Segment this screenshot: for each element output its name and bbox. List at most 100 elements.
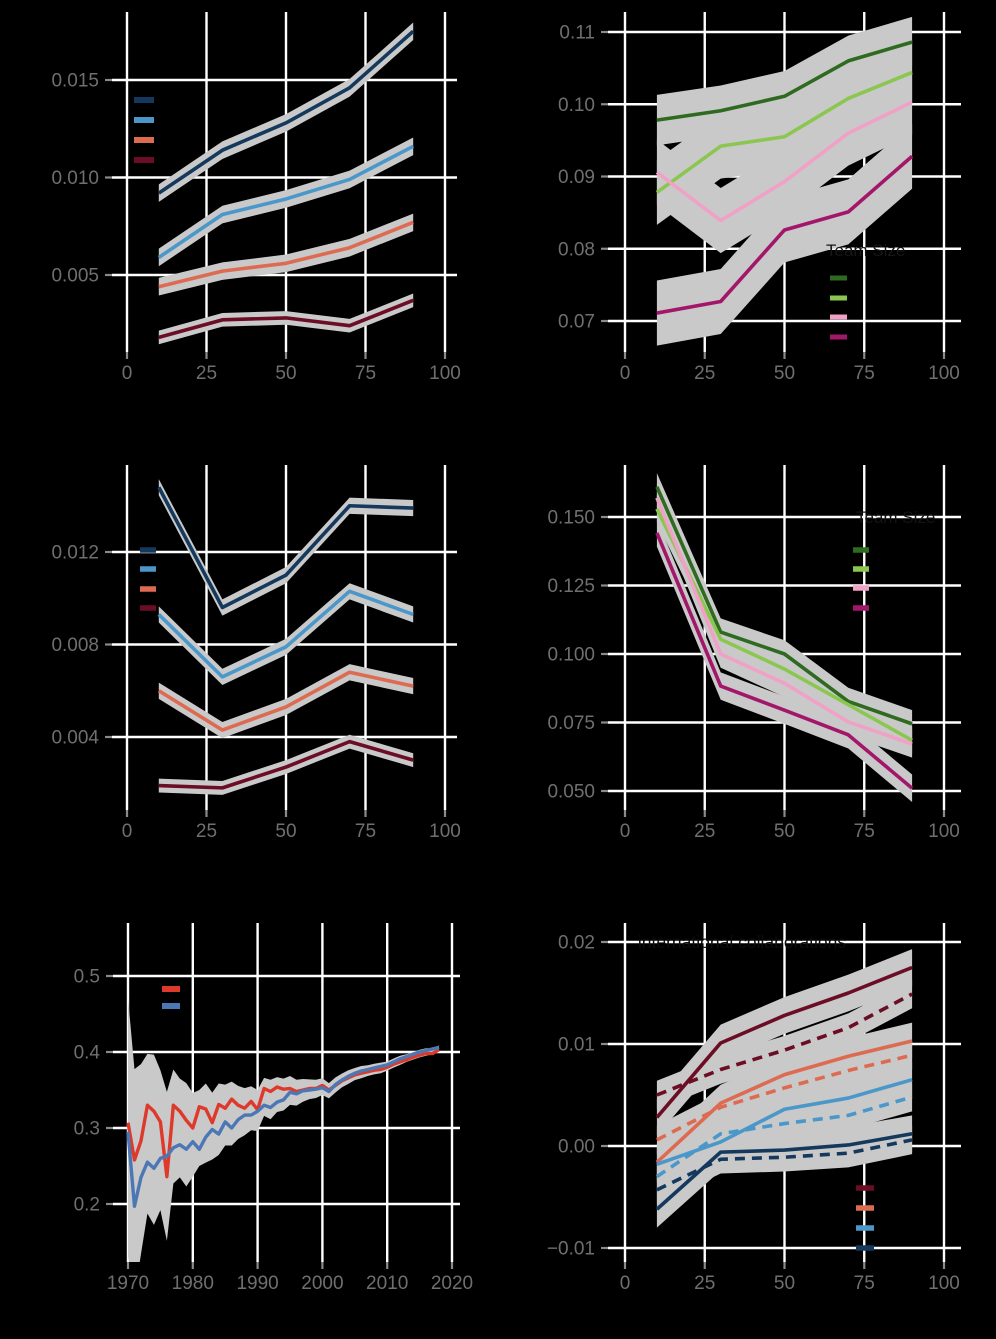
axis-ticks (105, 550, 447, 817)
darkred-dashed-line (656, 992, 913, 1097)
series-lines (655, 40, 914, 315)
legend-swatch-lightblue (134, 117, 154, 123)
axis-tick-labels: 0 25 50 75 100 −0.01 0.00 0.01 0.02 (547, 933, 960, 1295)
y-tick-label: 0.2 (74, 1195, 100, 1216)
group-darkred-line (158, 739, 414, 790)
x-tick-label: 2000 (301, 1273, 343, 1294)
legend-swatch-navy (856, 1245, 874, 1251)
x-tick-label: 0 (122, 821, 133, 842)
legend-swatch-pink (830, 314, 847, 320)
y-tick-label: 0.10 (558, 95, 595, 116)
x-tick-label: 75 (854, 821, 875, 842)
x-tick-label: 75 (355, 363, 376, 384)
series-lines (157, 486, 414, 790)
group-lightblue-line (157, 144, 415, 259)
legend-swatch-red (162, 986, 180, 992)
group-lightblue-band (158, 137, 414, 267)
legend-swatch-darkred (140, 605, 156, 611)
series-lines (655, 965, 913, 1211)
x-tick-label: 0 (620, 1273, 631, 1294)
legend-swatch-salmon (134, 137, 154, 143)
team-size-b-line (655, 70, 913, 194)
y-tick-label: 0.5 (74, 967, 100, 988)
axis-ticks (601, 30, 946, 359)
chart-bottom-left: 1970 1980 1990 2000 2010 2020 0.2 0.3 0.4 0.5 (74, 923, 474, 1295)
y-tick-label: 0.4 (74, 1043, 101, 1064)
team-size-c-line (655, 100, 913, 223)
x-tick-label: 100 (928, 363, 960, 384)
y-tick-label: 0.100 (547, 645, 595, 666)
x-tick-label: 50 (774, 821, 795, 842)
legend (856, 1185, 874, 1251)
joint-confidence-band (128, 998, 440, 1262)
y-tick-label: 0.050 (547, 782, 595, 803)
y-tick-label: 0.01 (558, 1035, 595, 1056)
x-tick-label: 75 (355, 821, 376, 842)
salmon-solid-line (655, 1039, 913, 1164)
x-tick-label: 100 (429, 363, 461, 384)
x-tick-label: 75 (854, 1273, 875, 1294)
x-tick-label: 0 (122, 363, 133, 384)
legend-swatch-magenta (830, 334, 847, 340)
legend-swatch-darkgreen (853, 547, 869, 553)
blue-series-line (126, 1045, 440, 1208)
team-size-d-band (656, 123, 913, 346)
axis-tick-labels: 0 25 50 75 100 0.07 0.08 0.09 0.10 0.11 (558, 23, 960, 385)
x-tick-label: 100 (928, 821, 960, 842)
y-tick-label: 0.075 (547, 713, 595, 734)
group-salmon-line (158, 220, 414, 289)
y-tick-label: 0.3 (74, 1119, 100, 1140)
y-tick-label: 0.07 (558, 312, 595, 333)
group-salmon-line (157, 670, 414, 732)
chart-top-left: 0 25 50 75 100 0.005 0.010 0.015 (51, 12, 461, 385)
axis-tick-labels: 1970 1980 1990 2000 2010 2020 0.2 0.3 0.4 0.5 (74, 967, 474, 1295)
legend-swatch-darkred (134, 157, 154, 163)
confidence-bands (656, 16, 913, 346)
group-lightblue-line (157, 589, 414, 679)
team-size-b-line (655, 507, 913, 742)
chart-top-right: 0 25 50 75 100 0.07 0.08 0.09 0.10 0.11 Team Size (558, 12, 961, 384)
group-darkred-line (158, 298, 414, 340)
legend-swatch-salmon (856, 1205, 874, 1211)
team-size-d-line (655, 532, 914, 790)
series-lines (157, 29, 415, 340)
darkred-dashed-band (656, 979, 913, 1110)
lightblue-solid-line (656, 1077, 913, 1167)
series-lines (655, 486, 914, 790)
legend-swatch-lightblue (856, 1225, 874, 1231)
legend-swatch-pink (853, 585, 869, 591)
confidence-bands (128, 998, 440, 1262)
y-tick-label: 0.012 (51, 543, 99, 564)
x-tick-label: 25 (196, 821, 217, 842)
team-size-a-band (656, 16, 913, 146)
legend (134, 97, 154, 163)
team-size-b-band (656, 39, 913, 225)
navy-solid-line (655, 1131, 913, 1211)
axis-tick-labels: 0 25 50 75 100 0.005 0.010 0.015 (51, 71, 460, 385)
lightblue-dashed-line (655, 1095, 913, 1179)
legend (140, 547, 156, 611)
darkred-solid-band (656, 949, 913, 1136)
x-tick-label: 100 (928, 1273, 960, 1294)
y-tick-label: 0.00 (558, 1137, 595, 1158)
confidence-bands (158, 479, 414, 795)
legend (162, 986, 180, 1009)
team-size-c-line (655, 497, 913, 746)
chart-bottom-right: 0 25 50 75 100 −0.01 0.00 0.01 0.02 international… (547, 923, 961, 1294)
group-salmon-band (158, 213, 414, 296)
x-tick-label: 50 (275, 363, 296, 384)
y-tick-label: 0.09 (558, 167, 595, 188)
x-tick-label: 25 (694, 363, 715, 384)
grid (608, 465, 961, 810)
axis-tick-labels: 0 25 50 75 100 0.050 0.075 0.100 0.125 0.150 (547, 508, 959, 843)
x-tick-label: 50 (774, 1273, 795, 1294)
legend-swatch-lightgreen (830, 295, 847, 301)
legend: Team Size (826, 241, 905, 340)
x-tick-label: 1990 (236, 1273, 278, 1294)
x-tick-label: 25 (196, 363, 217, 384)
y-tick-label: 0.02 (558, 933, 595, 954)
axis-ticks (601, 940, 946, 1269)
legend-swatch-darkgreen (830, 275, 847, 281)
